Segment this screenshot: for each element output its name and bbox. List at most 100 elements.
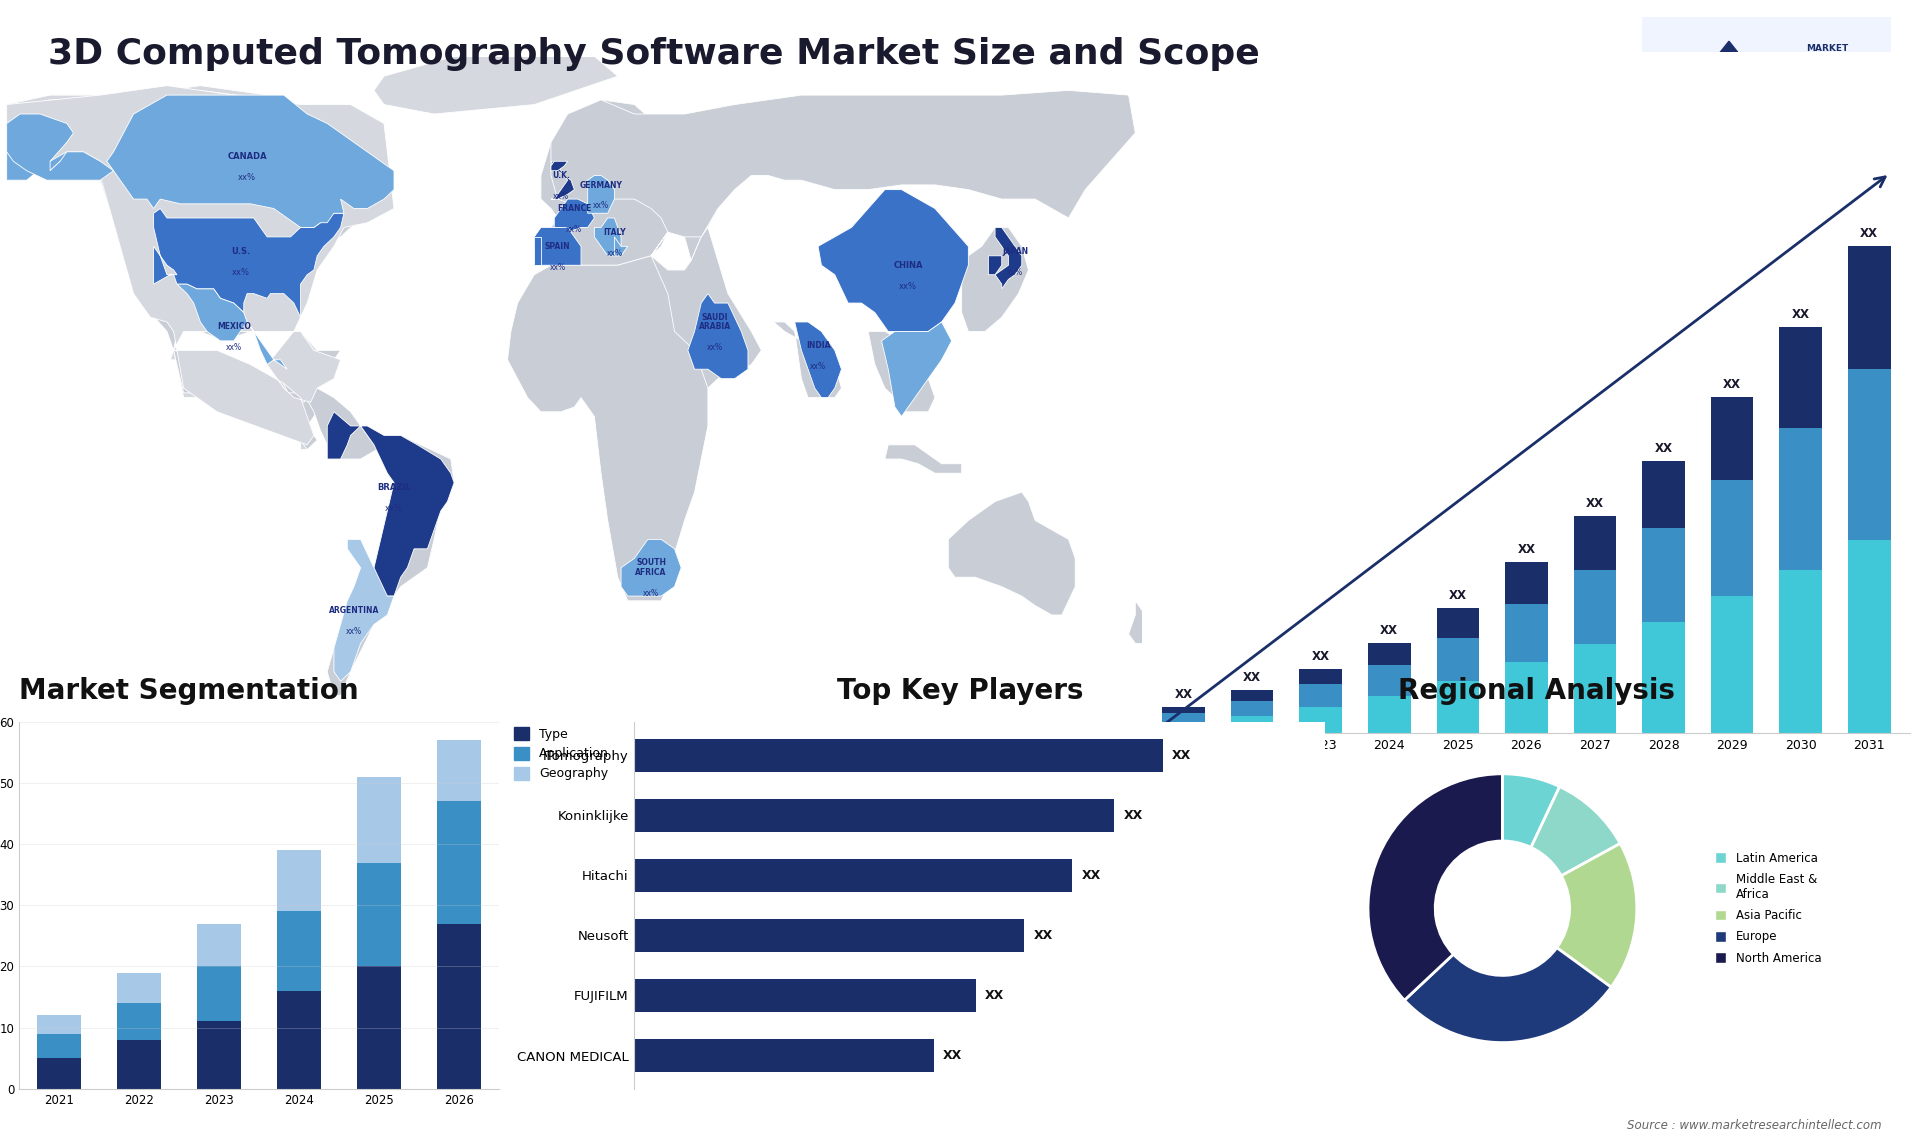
Text: U.S.: U.S. (230, 246, 250, 256)
Text: XX: XX (1791, 308, 1811, 321)
Bar (1780, 429, 1822, 570)
Polygon shape (620, 540, 682, 596)
Polygon shape (6, 91, 390, 449)
Polygon shape (687, 293, 749, 378)
Bar (117, 973, 161, 1003)
Bar (1642, 528, 1686, 622)
Bar (357, 966, 401, 1089)
Polygon shape (551, 91, 1135, 256)
Polygon shape (6, 133, 108, 180)
Bar (1162, 707, 1206, 713)
Bar (1367, 643, 1411, 665)
Polygon shape (301, 388, 455, 696)
Polygon shape (534, 237, 541, 265)
Bar (1436, 682, 1478, 733)
Bar (634, 799, 1114, 832)
Text: XX: XX (943, 1049, 962, 1062)
Polygon shape (768, 317, 841, 398)
Text: XX: XX (1033, 929, 1052, 942)
Polygon shape (534, 100, 718, 270)
Bar (634, 919, 1023, 952)
Polygon shape (795, 322, 841, 398)
Polygon shape (995, 227, 1021, 289)
Polygon shape (881, 322, 952, 416)
Polygon shape (154, 209, 344, 317)
Bar (1574, 570, 1617, 644)
Wedge shape (1501, 774, 1559, 847)
Bar (357, 777, 401, 863)
Wedge shape (1530, 786, 1620, 876)
Bar (36, 1015, 81, 1034)
Polygon shape (948, 492, 1075, 615)
Text: xx%: xx% (232, 268, 250, 276)
Polygon shape (326, 411, 455, 605)
Bar (438, 740, 482, 801)
Bar (1574, 516, 1617, 570)
Bar (1780, 327, 1822, 429)
Text: JAPAN: JAPAN (1002, 246, 1027, 256)
Bar (276, 850, 321, 911)
Text: XX: XX (1450, 589, 1467, 603)
Text: xx%: xx% (593, 202, 609, 211)
Bar (1300, 669, 1342, 684)
Polygon shape (1667, 41, 1791, 119)
Bar (1231, 715, 1273, 733)
Polygon shape (551, 162, 574, 199)
Bar (1231, 700, 1273, 715)
Text: INTELLECT: INTELLECT (1807, 96, 1860, 105)
Polygon shape (374, 44, 618, 113)
Text: xx%: xx% (707, 344, 722, 352)
Legend: Type, Application, Geography: Type, Application, Geography (509, 722, 614, 785)
Bar (634, 858, 1073, 892)
Bar (198, 1021, 242, 1089)
Text: XX: XX (1081, 869, 1100, 881)
Bar (1711, 480, 1753, 596)
Polygon shape (177, 284, 288, 369)
Polygon shape (989, 256, 1002, 275)
Text: xx%: xx% (1006, 268, 1023, 276)
Text: xx%: xx% (899, 282, 918, 291)
Bar (36, 1034, 81, 1058)
Text: CANADA: CANADA (227, 152, 267, 162)
Text: Top Key Players: Top Key Players (837, 677, 1083, 705)
Polygon shape (1129, 601, 1148, 643)
Text: XX: XX (1586, 497, 1603, 510)
Text: xx%: xx% (549, 262, 566, 272)
Bar (36, 1058, 81, 1089)
Bar (1711, 596, 1753, 733)
Bar (1300, 707, 1342, 733)
Polygon shape (555, 199, 595, 233)
Bar (438, 801, 482, 924)
Text: xx%: xx% (227, 344, 242, 352)
Text: xx%: xx% (810, 362, 826, 371)
Bar (1505, 563, 1548, 604)
Text: XX: XX (985, 989, 1004, 1002)
Text: XX: XX (1655, 442, 1672, 455)
Polygon shape (6, 86, 390, 449)
Text: XX: XX (1380, 623, 1398, 637)
Text: BRAZIL: BRAZIL (376, 484, 411, 492)
Text: XX: XX (1311, 651, 1331, 664)
Text: U.K.: U.K. (553, 171, 570, 180)
Bar (634, 1039, 935, 1072)
Bar (1505, 604, 1548, 662)
Bar (438, 924, 482, 1089)
Bar (1711, 397, 1753, 480)
Polygon shape (1692, 65, 1786, 119)
Polygon shape (507, 227, 735, 601)
Bar (1367, 697, 1411, 733)
Bar (1847, 540, 1891, 733)
Bar (1642, 622, 1686, 733)
Polygon shape (334, 540, 394, 681)
Text: Source : www.marketresearchintellect.com: Source : www.marketresearchintellect.com (1626, 1120, 1882, 1132)
Text: XX: XX (1171, 748, 1190, 762)
Text: xx%: xx% (607, 249, 622, 258)
Bar (634, 979, 975, 1012)
Bar (1642, 461, 1686, 528)
Wedge shape (1557, 843, 1636, 987)
Polygon shape (6, 95, 394, 227)
Text: FRANCE: FRANCE (557, 204, 591, 213)
Polygon shape (962, 227, 1029, 331)
Bar (117, 1003, 161, 1039)
Text: SAUDI
ARABIA: SAUDI ARABIA (699, 313, 732, 331)
